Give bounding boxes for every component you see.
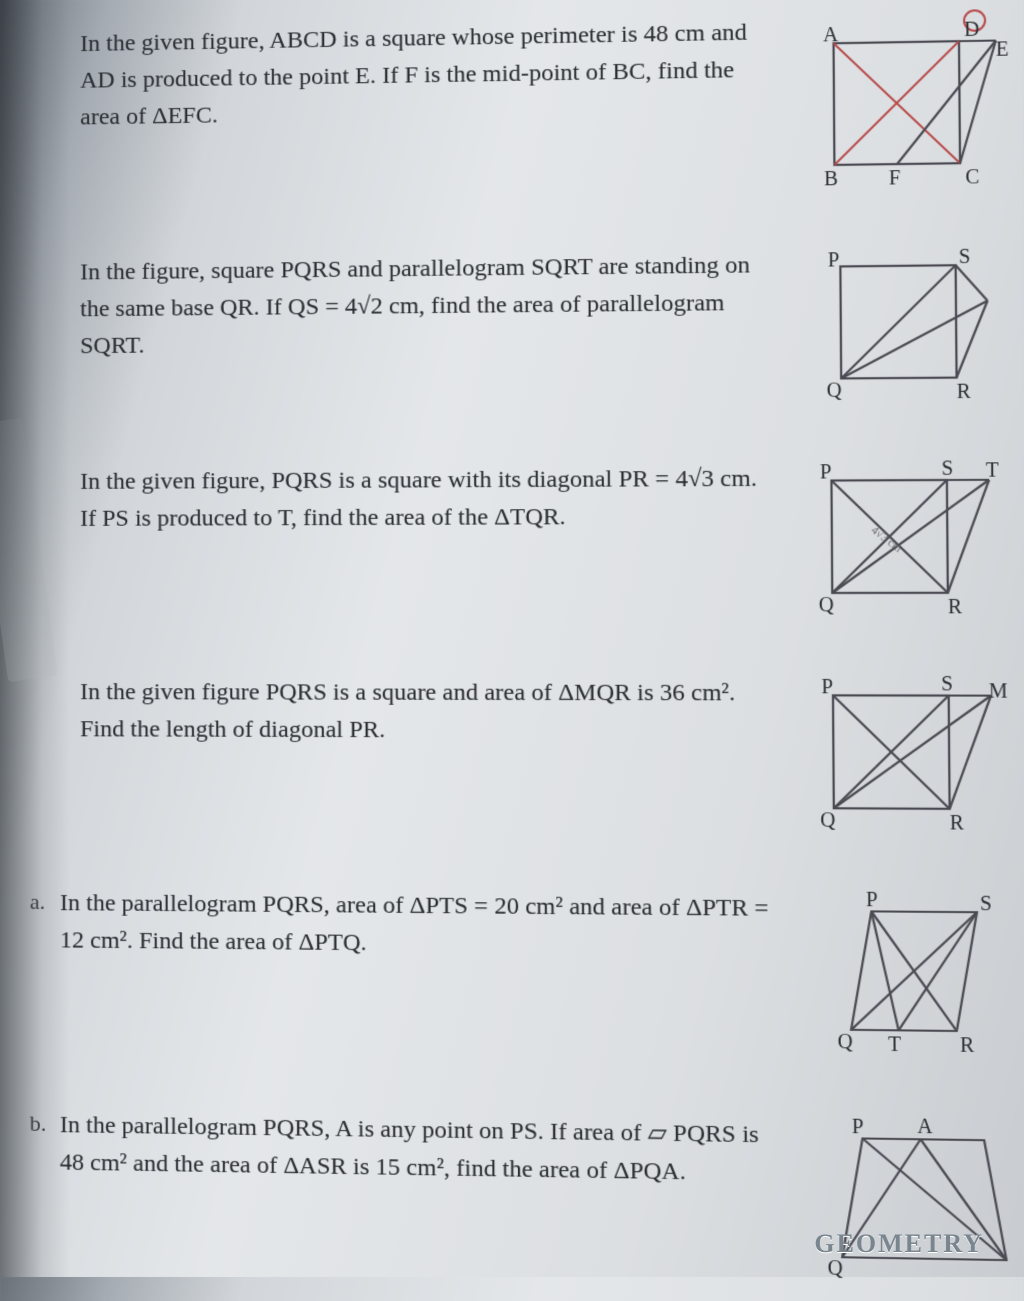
problem-5: a. In the parallelogram PQRS, area of ΔP…: [60, 885, 1015, 1058]
problem-4: In the given figure PQRS is a square and…: [60, 674, 1013, 830]
problem-1: In the given figure, ABCD is a square wh…: [60, 10, 1007, 195]
page-container: In the given figure, ABCD is a square wh…: [0, 0, 1024, 1301]
svg-text:T: T: [888, 1033, 901, 1056]
problem-4-text: In the given figure PQRS is a square and…: [60, 674, 781, 751]
svg-text:D: D: [964, 18, 979, 41]
problem-5-diagram: P S Q T R: [813, 890, 1015, 1057]
svg-text:Q: Q: [819, 594, 835, 617]
svg-text:P: P: [828, 249, 840, 272]
problem-3-text: In the given figure, PQRS is a square wi…: [60, 460, 780, 538]
svg-text:B: B: [824, 168, 838, 191]
problem-3-diagram: P S T Q R 4√3 cm: [810, 459, 1011, 613]
problem-6: b. In the parallelogram PQRS, A is any p…: [60, 1107, 1018, 1287]
svg-text:F: F: [889, 167, 901, 190]
svg-text:T: T: [986, 459, 999, 482]
problem-4-diagram: P S M Q R: [812, 675, 1013, 830]
problem-5-text: In the parallelogram PQRS, area of ΔPTS …: [54, 885, 783, 967]
svg-text:S: S: [980, 893, 992, 916]
problem-2-text: In the figure, square PQRS and parallelo…: [60, 247, 778, 366]
square-pqrs-tqr-svg: P S T Q R 4√3 cm: [816, 459, 1006, 613]
problem-2-diagram: P S Q R: [809, 244, 1010, 399]
problem-6-marker: b.: [30, 1110, 54, 1182]
svg-text:R: R: [950, 812, 965, 835]
svg-text:R: R: [960, 1034, 975, 1057]
svg-text:E: E: [996, 38, 1009, 61]
svg-text:A: A: [823, 24, 839, 47]
parallelogram-pts-svg: P S Q T R: [824, 890, 1005, 1057]
square-pqrs-mqr-svg: P S M Q R: [817, 675, 1008, 830]
square-pqrs-parallelogram-svg: P S Q R: [819, 244, 999, 399]
problem-1-text: In the given figure, ABCD is a square wh…: [60, 14, 777, 137]
svg-text:S: S: [959, 246, 971, 269]
problem-1-diagram: A D B C E F: [807, 10, 1007, 186]
svg-text:Q: Q: [837, 1031, 853, 1054]
square-abcd-svg: A D B C E F: [813, 10, 1003, 186]
svg-text:Q: Q: [827, 379, 843, 402]
svg-text:P: P: [821, 676, 833, 699]
svg-text:M: M: [989, 680, 1008, 703]
problem-6-diagram: P A Q: [815, 1117, 1017, 1286]
parallelogram-pqa-svg: P A Q: [820, 1117, 1012, 1286]
svg-text:P: P: [820, 461, 832, 484]
svg-text:S: S: [941, 457, 953, 480]
svg-text:R: R: [948, 596, 963, 619]
svg-text:C: C: [965, 166, 979, 189]
problem-3: In the given figure, PQRS is a square wi…: [60, 459, 1011, 614]
svg-text:R: R: [957, 380, 972, 403]
svg-text:S: S: [941, 673, 953, 696]
svg-text:P: P: [852, 1116, 864, 1139]
svg-text:P: P: [866, 889, 878, 912]
svg-text:Q: Q: [820, 809, 836, 832]
problem-5-marker: a.: [30, 889, 54, 960]
problem-2: In the figure, square PQRS and parallelo…: [60, 244, 1009, 404]
problem-6-text: In the parallelogram PQRS, A is any poin…: [54, 1107, 784, 1194]
svg-text:A: A: [917, 1115, 933, 1138]
footer-text: GEOMETRY: [814, 1229, 984, 1259]
